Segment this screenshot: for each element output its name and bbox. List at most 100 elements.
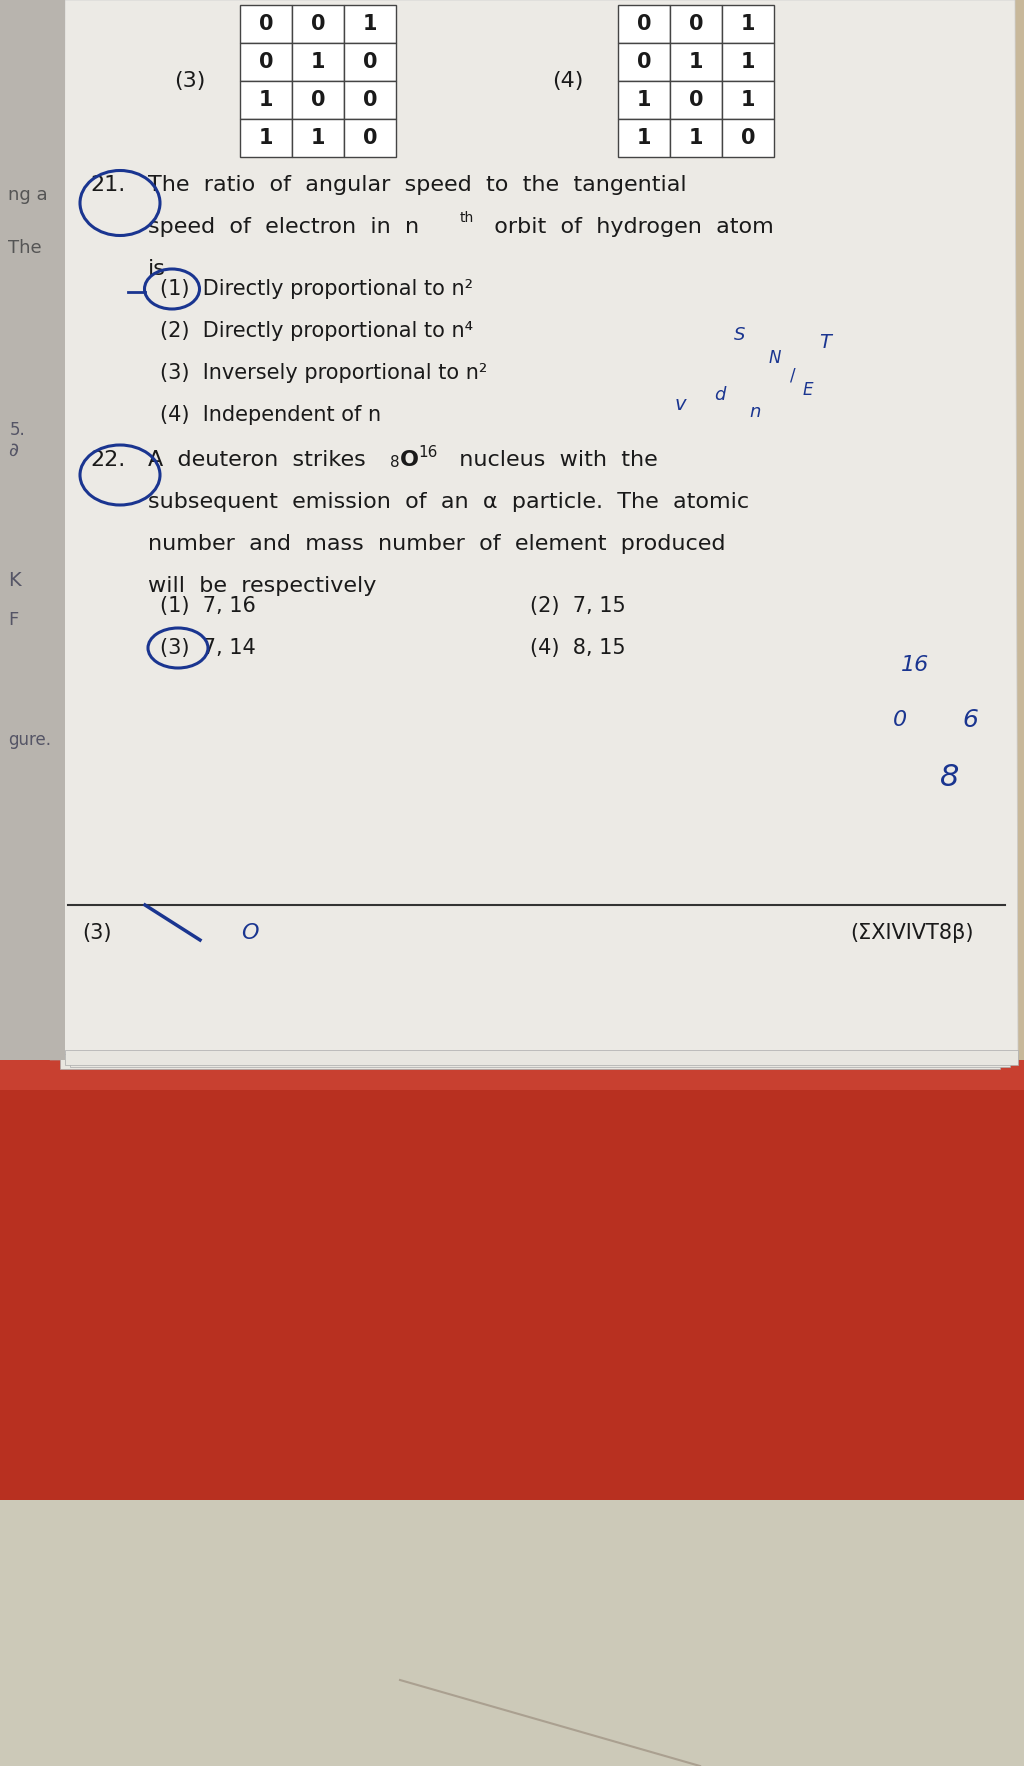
- Text: 8: 8: [940, 763, 959, 793]
- Text: orbit  of  hydrogen  atom: orbit of hydrogen atom: [480, 217, 774, 237]
- Text: 1: 1: [637, 127, 651, 148]
- Text: 1: 1: [637, 90, 651, 109]
- Bar: [344, 81, 396, 118]
- Text: 0: 0: [637, 51, 651, 72]
- Polygon shape: [50, 0, 1010, 1060]
- Text: 0: 0: [259, 14, 273, 34]
- Text: 0: 0: [893, 710, 907, 729]
- Text: 0: 0: [310, 14, 326, 34]
- Text: S: S: [734, 327, 745, 344]
- Text: 1: 1: [740, 51, 756, 72]
- Bar: [618, 118, 670, 157]
- Text: ∂: ∂: [8, 440, 18, 459]
- Bar: [344, 5, 396, 42]
- Text: F: F: [8, 611, 18, 629]
- Text: 1: 1: [689, 127, 703, 148]
- Text: 0: 0: [362, 127, 377, 148]
- Text: d: d: [715, 387, 726, 404]
- Text: The  ratio  of  angular  speed  to  the  tangential: The ratio of angular speed to the tangen…: [148, 175, 687, 194]
- Bar: [344, 118, 396, 157]
- Text: (3): (3): [174, 71, 206, 92]
- Text: (1)  Directly proportional to n²: (1) Directly proportional to n²: [160, 279, 473, 298]
- Bar: [722, 118, 774, 157]
- Text: (4)  Independent of n: (4) Independent of n: [160, 404, 381, 426]
- Text: 0: 0: [310, 90, 326, 109]
- Bar: [292, 81, 344, 118]
- Bar: [670, 118, 722, 157]
- Bar: [0, 1060, 1024, 1090]
- Bar: [65, 1051, 1018, 1065]
- Text: (2)  7, 15: (2) 7, 15: [530, 595, 626, 616]
- Text: 1: 1: [740, 90, 756, 109]
- Text: nucleus  with  the: nucleus with the: [445, 450, 657, 470]
- Text: speed  of  electron  in  n: speed of electron in n: [148, 217, 419, 237]
- Bar: [670, 42, 722, 81]
- Text: O: O: [400, 450, 419, 470]
- Text: will  be  respectively: will be respectively: [148, 576, 377, 595]
- Polygon shape: [62, 0, 1018, 1054]
- Text: (4)  8, 15: (4) 8, 15: [530, 638, 626, 659]
- Text: number  and  mass  number  of  element  produced: number and mass number of element produc…: [148, 533, 725, 555]
- Bar: [240, 118, 292, 157]
- Bar: [0, 1060, 1024, 1766]
- Bar: [722, 42, 774, 81]
- Text: v: v: [674, 396, 686, 415]
- Text: 1: 1: [740, 14, 756, 34]
- Text: th: th: [460, 210, 474, 224]
- Polygon shape: [56, 0, 1012, 1058]
- Bar: [618, 5, 670, 42]
- Bar: [618, 81, 670, 118]
- Bar: [0, 0, 65, 1060]
- Text: 0: 0: [637, 14, 651, 34]
- Text: 21.: 21.: [90, 175, 125, 194]
- Bar: [0, 1499, 1024, 1766]
- Text: The: The: [8, 238, 42, 258]
- Bar: [722, 81, 774, 118]
- Text: (4): (4): [552, 71, 584, 92]
- Text: 0: 0: [362, 90, 377, 109]
- Text: 22.: 22.: [90, 450, 125, 470]
- Text: (ΣXIVIVT8β): (ΣXIVIVT8β): [850, 924, 974, 943]
- Bar: [60, 1054, 1000, 1068]
- Text: O: O: [242, 924, 259, 943]
- Text: 1: 1: [259, 90, 273, 109]
- Bar: [670, 5, 722, 42]
- Text: ng a: ng a: [8, 185, 48, 205]
- Bar: [670, 81, 722, 118]
- Text: N: N: [769, 350, 781, 367]
- Bar: [292, 42, 344, 81]
- Text: (3)  7, 14: (3) 7, 14: [160, 638, 256, 659]
- Text: 0: 0: [689, 14, 703, 34]
- Bar: [240, 5, 292, 42]
- Text: (2)  Directly proportional to n⁴: (2) Directly proportional to n⁴: [160, 321, 473, 341]
- Text: 0: 0: [740, 127, 756, 148]
- Text: 1: 1: [310, 51, 326, 72]
- Bar: [292, 118, 344, 157]
- Text: 16: 16: [901, 655, 929, 675]
- Text: /: /: [791, 366, 796, 383]
- Text: A  deuteron  strikes: A deuteron strikes: [148, 450, 380, 470]
- Text: 0: 0: [689, 90, 703, 109]
- Text: (3)  Inversely proportional to n²: (3) Inversely proportional to n²: [160, 364, 487, 383]
- Text: 5.: 5.: [10, 420, 26, 440]
- Text: gure.: gure.: [8, 731, 51, 749]
- Text: 8: 8: [390, 456, 399, 470]
- Bar: [240, 42, 292, 81]
- Text: subsequent  emission  of  an  α  particle.  The  atomic: subsequent emission of an α particle. Th…: [148, 493, 750, 512]
- Bar: [618, 42, 670, 81]
- Text: T: T: [819, 332, 830, 351]
- Text: 1: 1: [689, 51, 703, 72]
- Text: n: n: [750, 403, 761, 420]
- Text: 1: 1: [259, 127, 273, 148]
- Bar: [240, 81, 292, 118]
- Text: 0: 0: [259, 51, 273, 72]
- Bar: [722, 5, 774, 42]
- Text: 16: 16: [418, 445, 437, 459]
- Text: 1: 1: [362, 14, 377, 34]
- Text: E: E: [803, 381, 813, 399]
- Bar: [344, 42, 396, 81]
- Text: (1)  7, 16: (1) 7, 16: [160, 595, 256, 616]
- Text: 0: 0: [362, 51, 377, 72]
- Text: 6: 6: [963, 708, 978, 731]
- Text: is: is: [148, 260, 166, 279]
